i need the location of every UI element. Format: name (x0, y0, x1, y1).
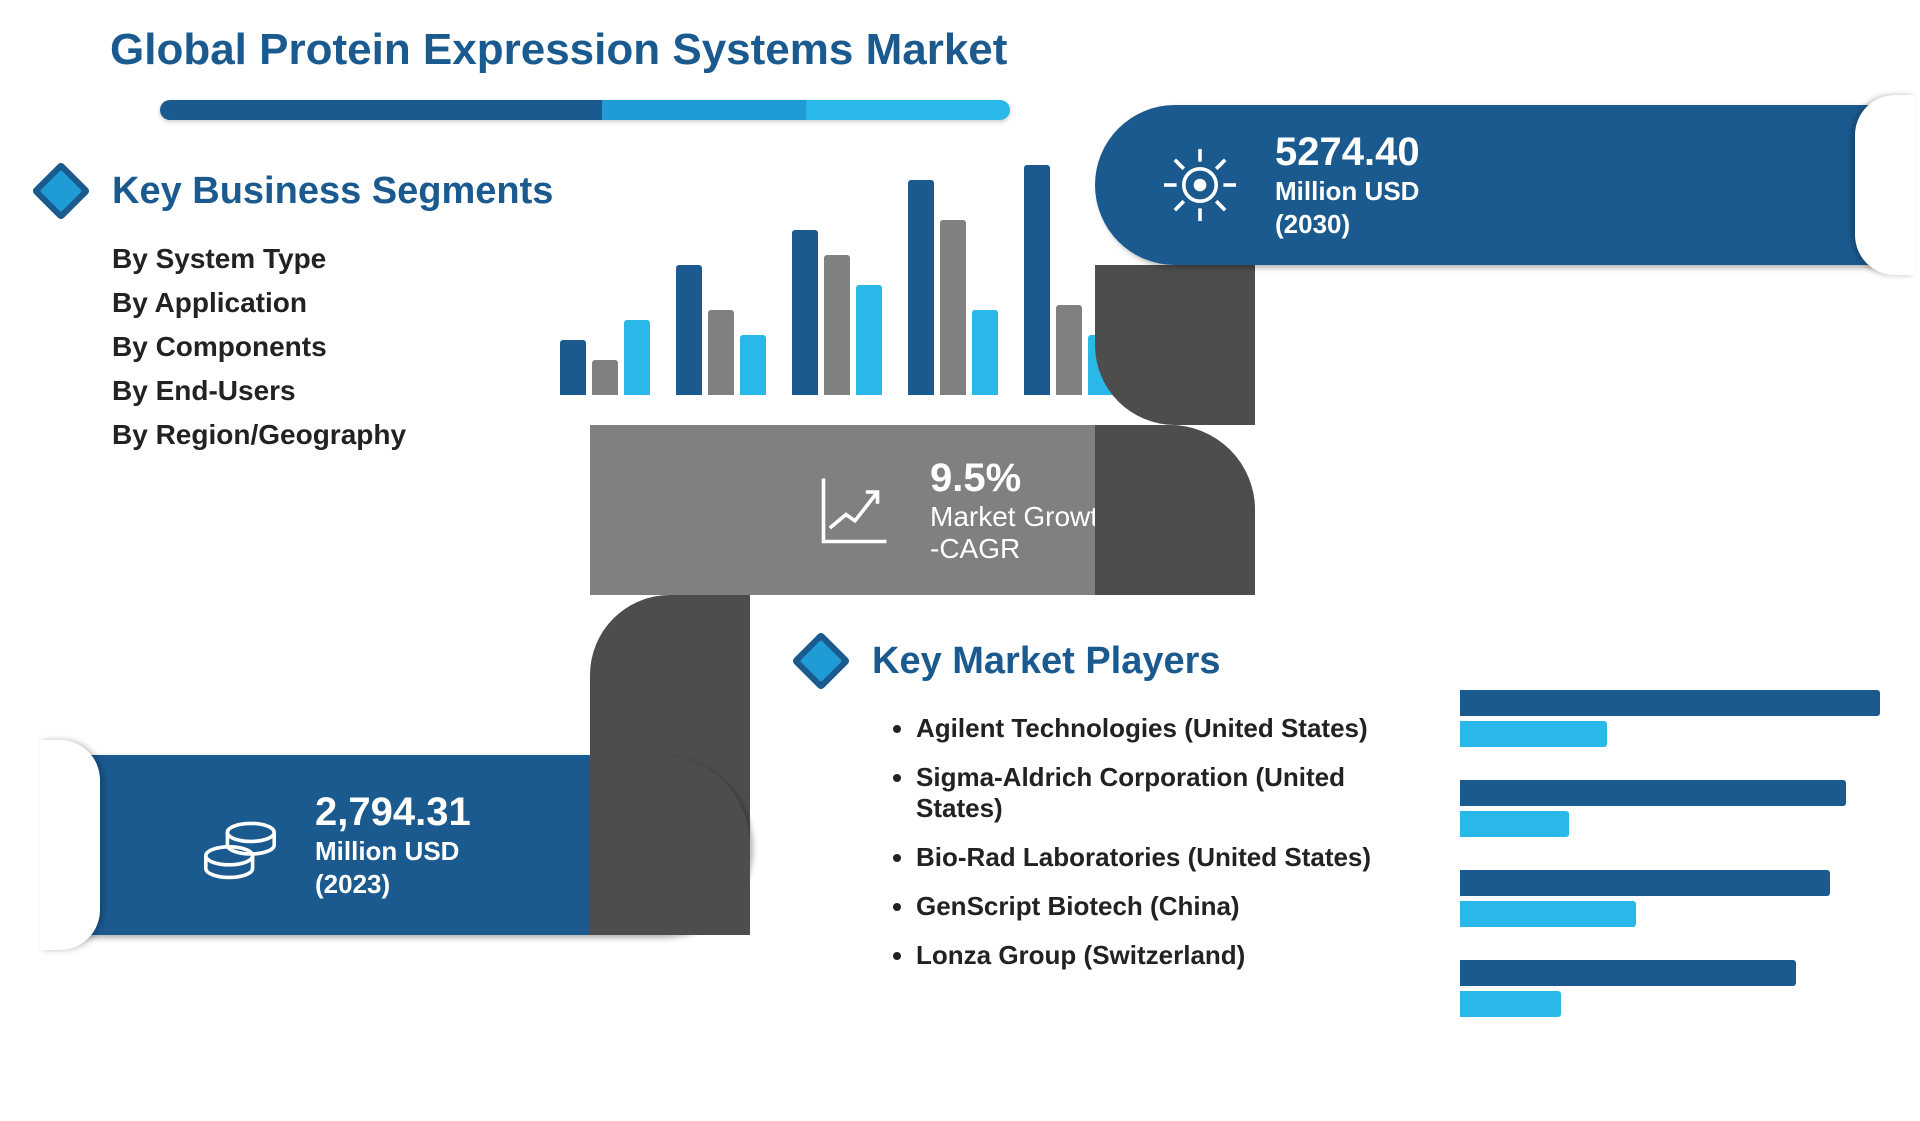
page-title: Global Protein Expression Systems Market (110, 25, 1007, 75)
bar (592, 360, 618, 395)
hbar (1460, 901, 1636, 927)
bar (708, 310, 734, 395)
bar-group (908, 180, 998, 395)
stat-label: Million USD(2023) (315, 835, 471, 900)
stat-value: 2,794.31 (315, 790, 471, 835)
hbar (1460, 870, 1830, 896)
player-item: Sigma-Aldrich Corporation (United States… (916, 762, 1436, 824)
segments-block: Key Business Segments By System Type By A… (40, 170, 553, 463)
player-item: Lonza Group (Switzerland) (916, 940, 1436, 971)
bar-group (792, 230, 882, 395)
segment-item: By Application (112, 287, 553, 319)
bar (972, 310, 998, 395)
bar (740, 335, 766, 395)
ribbon-connector (1095, 425, 1255, 595)
hbar-pair (1460, 960, 1880, 1022)
player-item: Agilent Technologies (United States) (916, 713, 1436, 744)
hbar-pair (1460, 780, 1880, 842)
title-accent-bar (160, 100, 1010, 120)
bar (908, 180, 934, 395)
scroll-end (40, 740, 100, 950)
hbar-pair (1460, 870, 1880, 932)
stat-value: 9.5% (930, 456, 1114, 501)
ribbon-connector (1095, 265, 1255, 425)
hbar (1460, 991, 1561, 1017)
bar (676, 265, 702, 395)
coins-icon (195, 800, 285, 890)
right-horizontal-bars (1460, 690, 1880, 1022)
bar-group (560, 320, 650, 395)
title-bar-seg (806, 100, 1010, 120)
bar (824, 255, 850, 395)
player-item: Bio-Rad Laboratories (United States) (916, 842, 1436, 873)
bar (940, 220, 966, 395)
stat-value: 5274.40 (1275, 130, 1420, 175)
segment-item: By End-Users (112, 375, 553, 407)
hbar-pair (1460, 690, 1880, 752)
players-header: Key Market Players (872, 640, 1436, 683)
scroll-end (1855, 95, 1915, 275)
hbar (1460, 690, 1880, 716)
hbar (1460, 960, 1796, 986)
bar (624, 320, 650, 395)
bar (856, 285, 882, 395)
stat-label: Market Growth-CAGR (930, 501, 1114, 565)
hbar (1460, 721, 1607, 747)
segments-header: Key Business Segments (112, 170, 553, 213)
growth-chart-icon (810, 465, 900, 555)
ribbon-top-stat: 5274.40 Million USD(2030) (1095, 105, 1885, 265)
title-bar-seg (381, 100, 602, 120)
bar-group (676, 265, 766, 395)
segment-item: By Components (112, 331, 553, 363)
stat-label: Million USD(2030) (1275, 175, 1420, 240)
players-block: Key Market Players Agilent Technologies … (800, 640, 1436, 989)
diamond-icon (791, 631, 850, 690)
title-bar-seg (160, 100, 381, 120)
bar (792, 230, 818, 395)
bar (560, 340, 586, 395)
bar (1056, 305, 1082, 395)
hbar (1460, 811, 1569, 837)
lightbulb-icon (1155, 140, 1245, 230)
title-bar-seg (602, 100, 806, 120)
player-item: GenScript Biotech (China) (916, 891, 1436, 922)
diamond-icon (31, 161, 90, 220)
segment-item: By Region/Geography (112, 419, 553, 451)
bar (1024, 165, 1050, 395)
center-bar-chart (560, 165, 1040, 395)
hbar (1460, 780, 1846, 806)
segment-item: By System Type (112, 243, 553, 275)
